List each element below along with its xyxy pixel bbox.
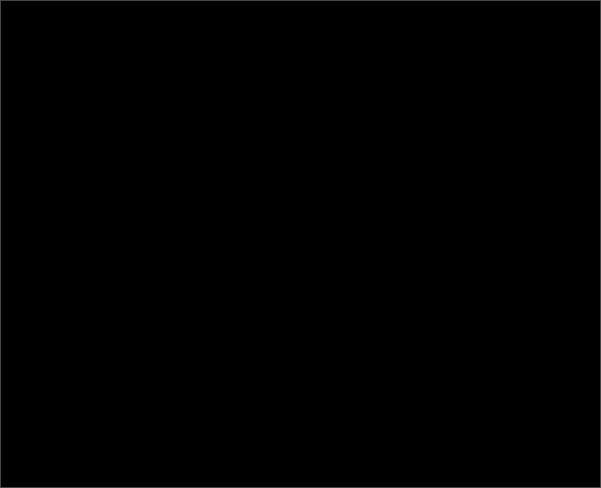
Text: Arrows show the wind wave direction: Arrows show the wind wave direction (171, 33, 430, 47)
Text: Secondary Swell energy on Saturday 07 Dec at 5pm AWST: Secondary Swell energy on Saturday 07 De… (36, 7, 565, 25)
